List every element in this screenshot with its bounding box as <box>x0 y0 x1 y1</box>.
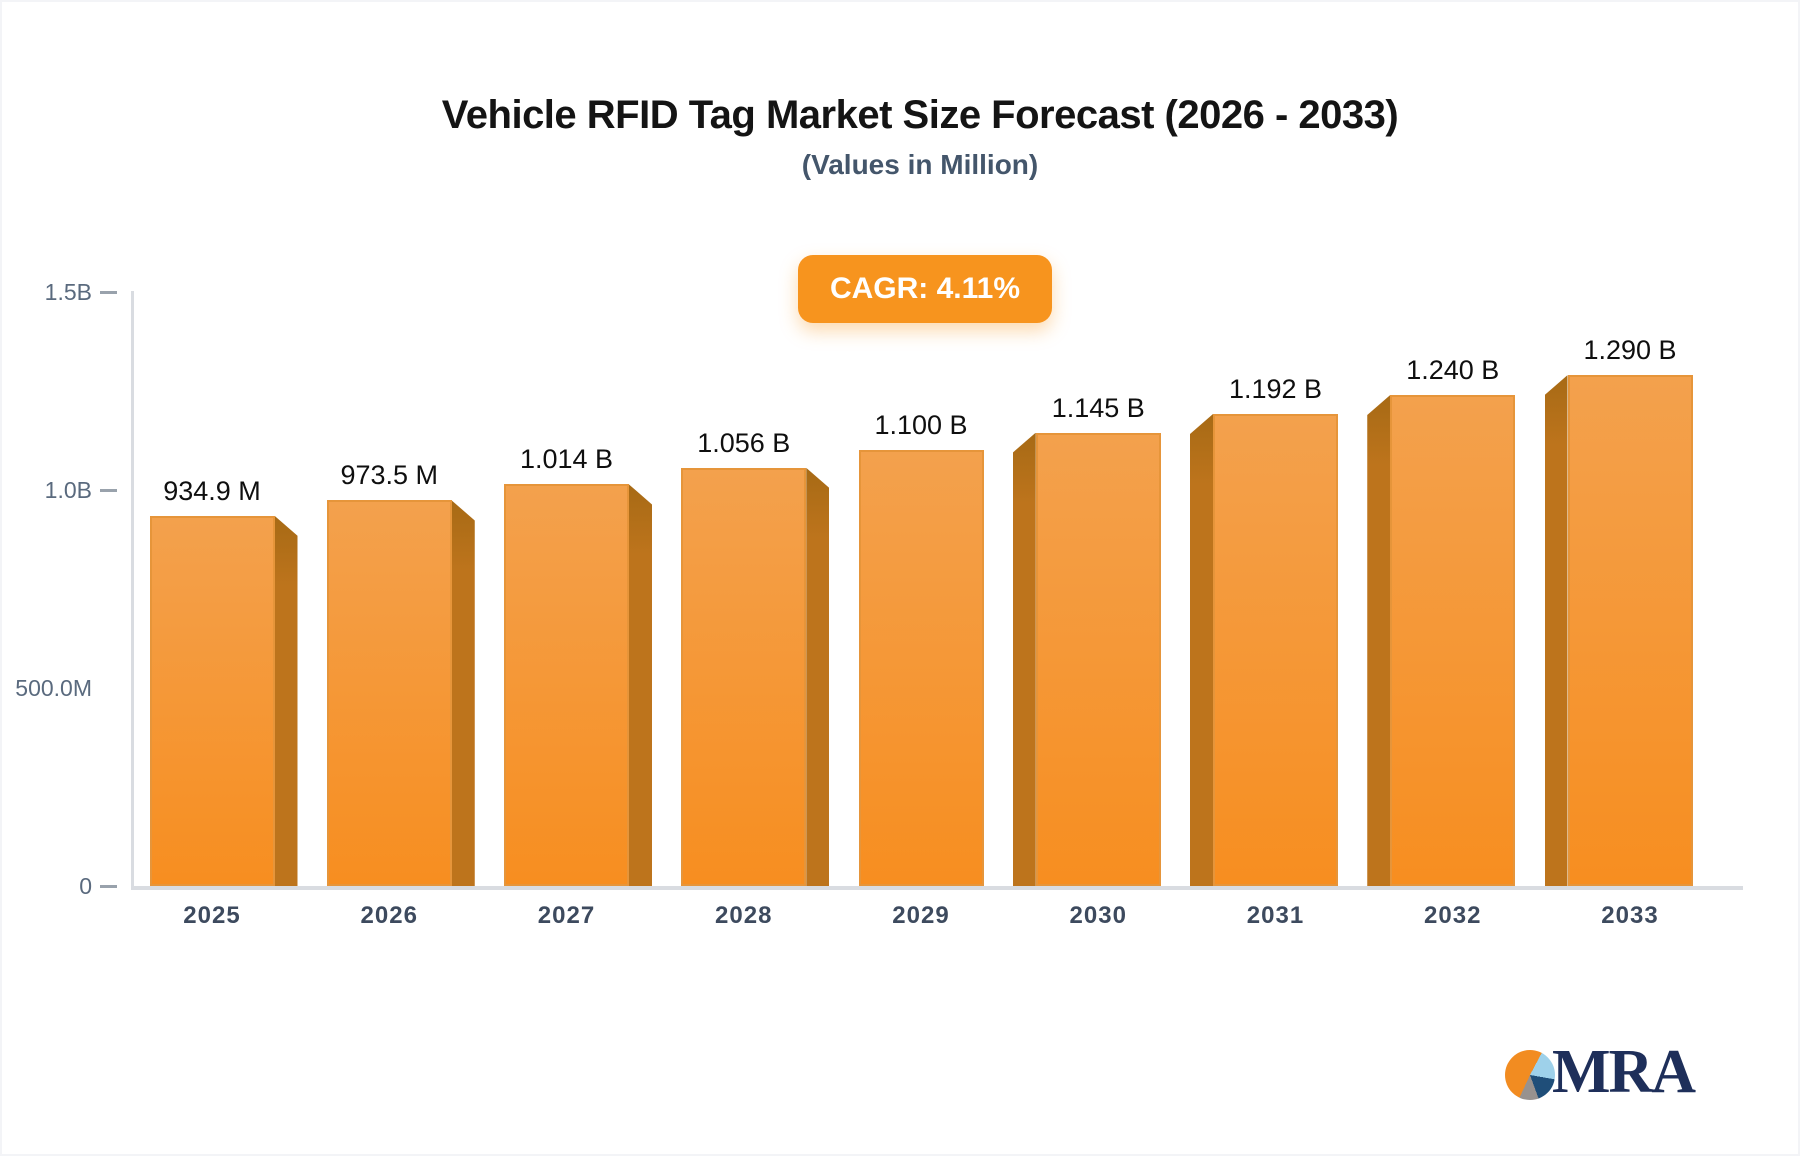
bar-3d-side <box>806 467 830 886</box>
y-tick-dash <box>100 488 117 492</box>
x-category-label: 2030 <box>1069 902 1127 929</box>
bar-3d-side <box>1012 432 1036 886</box>
brand-logo: MRA <box>1505 1032 1755 1112</box>
bar-value-label: 1.056 B <box>697 427 791 458</box>
bar-value-label: 1.014 B <box>519 444 614 475</box>
bar-value-label: 1.192 B <box>1228 373 1323 404</box>
bar-2031 <box>1213 413 1338 886</box>
x-category-label: 2028 <box>715 902 773 929</box>
bar-value-label: 1.240 B <box>1406 354 1500 385</box>
bar-2032 <box>1390 394 1516 886</box>
bar-value-label: 1.100 B <box>874 410 968 441</box>
bar-value-label: 1.145 B <box>1051 392 1145 423</box>
bar-2030 <box>1035 432 1161 886</box>
x-category-label: 2032 <box>1424 902 1482 929</box>
bar-3d-side <box>1367 394 1391 886</box>
pie-chart-logo-icon <box>1505 1050 1555 1100</box>
cagr-badge: CAGR: 4.11% <box>798 255 1052 323</box>
bar-3d-side <box>451 500 475 886</box>
bar-2027 <box>504 484 629 886</box>
x-category-label: 2026 <box>360 902 418 929</box>
bar-value-label: 973.5 M <box>340 460 439 491</box>
x-category-label: 2033 <box>1601 902 1659 929</box>
x-category-label: 2029 <box>892 902 950 929</box>
bar-3d-side <box>274 515 298 886</box>
bar-3d-side <box>1544 375 1568 886</box>
x-category-label: 2025 <box>183 902 241 929</box>
logo-text: MRA <box>1552 1038 1696 1106</box>
bar-2029 <box>858 450 984 886</box>
x-axis-line <box>131 886 1743 890</box>
bar-value-label: 934.9 M <box>163 475 261 506</box>
y-tick-label: 0 <box>79 873 92 899</box>
y-tick-label: 500.0M <box>15 675 92 701</box>
y-tick-dash <box>100 290 117 294</box>
chart-title: Vehicle RFID Tag Market Size Forecast (2… <box>441 93 1399 137</box>
bar-2028 <box>681 467 807 886</box>
chart-subtitle: (Values in Million) <box>801 149 1039 180</box>
bar-2033 <box>1567 375 1693 886</box>
x-category-label: 2031 <box>1246 902 1305 929</box>
y-tick-label: 1.0B <box>44 477 92 503</box>
y-tick-dash <box>100 884 117 888</box>
bar-3d-side <box>629 484 652 886</box>
bar-2026 <box>326 500 452 886</box>
x-category-label: 2027 <box>537 902 596 929</box>
bar-3d-side <box>1190 413 1213 886</box>
y-axis-line <box>131 291 134 888</box>
bar-value-label: 1.290 B <box>1583 335 1677 366</box>
bar-2025 <box>149 515 275 886</box>
y-tick-label: 1.5B <box>44 279 92 305</box>
